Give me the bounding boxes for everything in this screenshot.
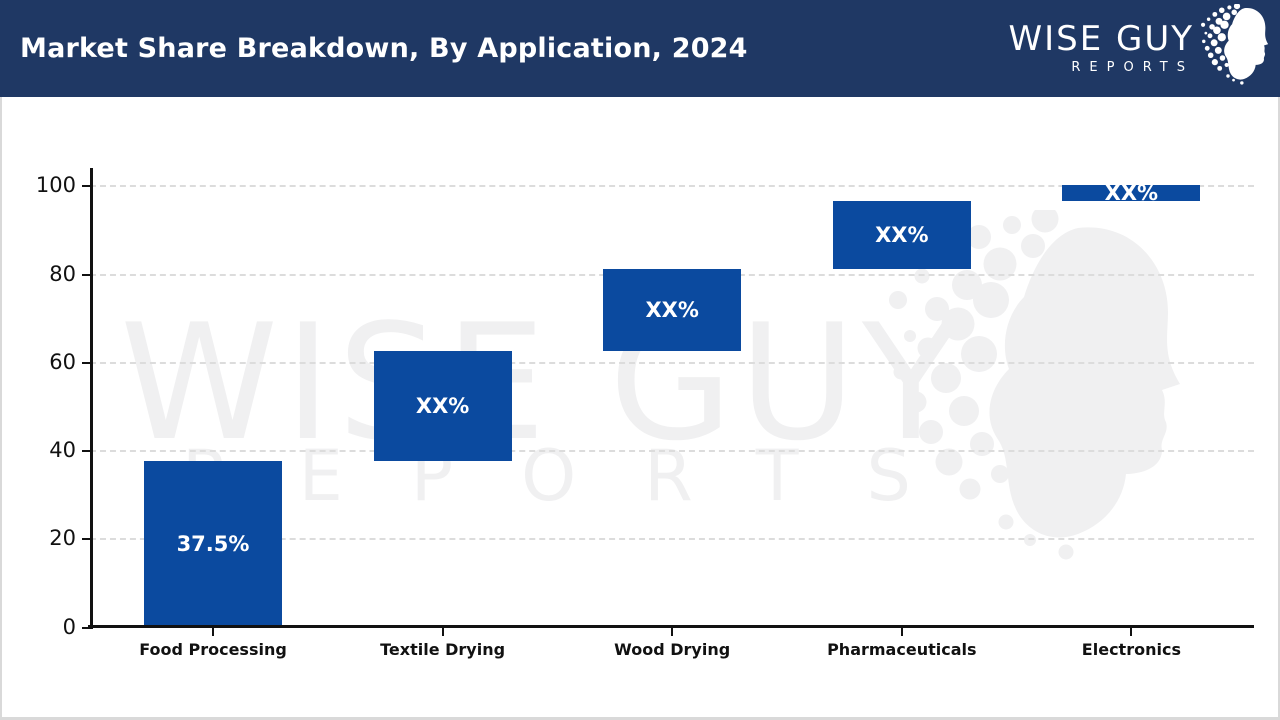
y-tick-40: [82, 450, 90, 453]
wise-guy-logo: WISE GUY REPORTS: [1008, 4, 1280, 94]
y-tick-label-100: 100: [35, 173, 76, 198]
x-tick-2: [671, 628, 674, 636]
y-tick-label-60: 60: [49, 349, 76, 374]
x-category-label: Pharmaceuticals: [827, 640, 977, 659]
y-tick-60: [82, 361, 90, 364]
bar-value-label: XX%: [645, 297, 699, 322]
x-axis-line: [88, 625, 1254, 628]
y-tick-80: [82, 273, 90, 276]
bar-value-label: XX%: [1104, 185, 1159, 201]
page-title: Market Share Breakdown, By Application, …: [20, 33, 748, 64]
x-category-label: Food Processing: [139, 640, 287, 659]
y-tick-label-40: 40: [49, 438, 76, 463]
y-tick-label-20: 20: [49, 526, 76, 551]
header-bar: Market Share Breakdown, By Application, …: [0, 0, 1280, 97]
x-category-label: Textile Drying: [380, 640, 506, 659]
bar-textile-drying: XX%: [373, 350, 512, 462]
gridline-20: [90, 538, 1254, 541]
bar-value-label: 37.5%: [176, 531, 250, 556]
x-tick-0: [212, 628, 214, 636]
y-axis-line: [90, 168, 93, 629]
y-tick-0: [82, 626, 90, 629]
x-tick-3: [900, 628, 903, 636]
bar-food-processing: 37.5%: [144, 461, 282, 627]
bar-value-label: XX%: [415, 393, 470, 418]
chart-canvas: WISE GUY REPORTS 0 20 40 60 80 100 37.5% Food P…: [0, 97, 1280, 720]
bar-value-label: XX%: [875, 222, 929, 247]
bar-pharmaceuticals: XX%: [832, 200, 971, 270]
y-tick-label-0: 0: [62, 614, 76, 639]
logo-text: WISE GUY REPORTS: [1008, 19, 1194, 75]
watermark-subtitle: REPORTS: [182, 435, 979, 517]
y-tick-label-80: 80: [49, 261, 76, 286]
bar-wood-drying: XX%: [603, 269, 742, 351]
logo-wordmark: WISE GUY: [1008, 19, 1194, 60]
x-tick-4: [1130, 628, 1133, 636]
y-tick-100: [82, 185, 90, 188]
gridline-40: [90, 450, 1254, 453]
gridline-100: [90, 185, 1254, 188]
logo-subtitle: REPORTS: [1071, 59, 1194, 75]
watermark-wordmark: WISE GUY: [120, 289, 966, 476]
x-tick-1: [441, 628, 444, 636]
y-tick-20: [82, 538, 90, 541]
x-category-label: Electronics: [1081, 640, 1181, 659]
face-profile-icon: [1198, 4, 1276, 94]
gridline-60: [90, 361, 1254, 364]
bar-electronics: XX%: [1062, 185, 1201, 201]
x-category-label: Wood Drying: [614, 640, 731, 659]
